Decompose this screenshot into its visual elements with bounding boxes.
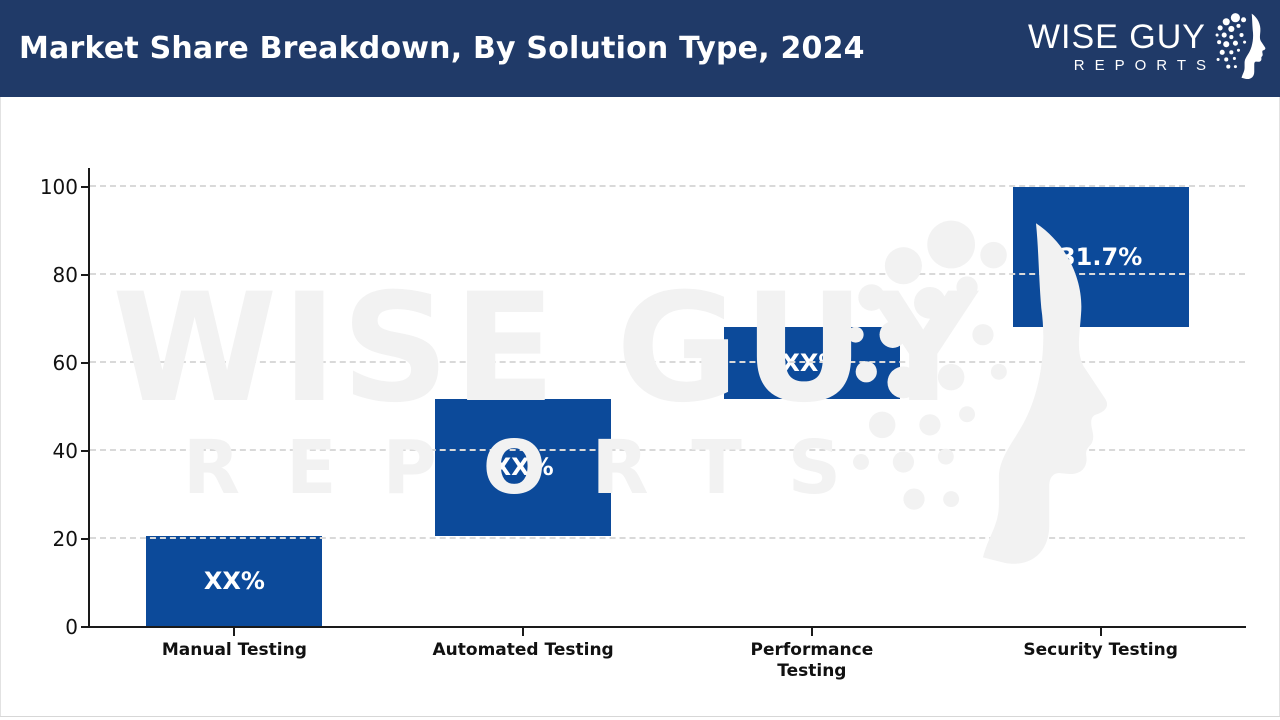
x-category-label: Manual Testing [161,640,307,660]
x-tick-mark [233,628,236,636]
bar-value-label: XX% [203,567,265,596]
gridline [90,537,1245,540]
y-tick-label: 60 [52,351,78,376]
x-category-label: Performance Testing [750,640,874,682]
y-tick-mark [81,274,89,277]
brand-logo: WISE GUY REPORTS [1028,10,1268,84]
page-title: Market Share Breakdown, By Solution Type… [19,31,865,66]
logo-wordmark: WISE GUY [1027,17,1206,56]
watermark-subtext: REPORTS [183,425,888,511]
x-tick-mark [1099,628,1102,636]
header-bar: Market Share Breakdown, By Solution Type… [0,0,1280,97]
logo-subtext: REPORTS [1073,57,1216,75]
watermark-head-icon [847,220,1108,564]
logo-text: WISE GUY REPORTS [1027,17,1206,74]
y-tick-mark [81,362,89,365]
gridline [90,185,1245,188]
bar-value-label: 31.7% [1058,242,1143,271]
bar-manual-testing: XX% [146,535,323,627]
y-tick-mark [81,450,89,453]
x-tick-mark [522,628,525,636]
y-tick-label: 40 [52,439,78,464]
x-category-label: Automated Testing [432,640,614,660]
y-tick-mark [81,538,89,541]
y-tick-label: 0 [65,615,78,639]
y-axis-line [88,168,90,627]
y-tick-label: 100 [39,175,78,200]
gridline [90,361,1245,364]
y-tick-label: 80 [52,263,78,288]
x-tick-mark [810,628,813,636]
gridline [90,449,1245,452]
bar-automated-testing: XX% [435,398,612,536]
logo-head-icon [1215,13,1266,80]
left-border [0,97,1,717]
x-category-label: Security Testing [1023,640,1178,660]
bar-value-label: XX% [492,453,554,482]
gridline [90,273,1245,276]
y-tick-mark [81,626,89,628]
x-axis-line [88,626,1246,628]
y-tick-mark [81,186,89,189]
watermark-wordmark: WISE GUY [112,262,982,436]
bottom-border [0,716,1280,717]
y-tick-label: 20 [52,527,78,552]
